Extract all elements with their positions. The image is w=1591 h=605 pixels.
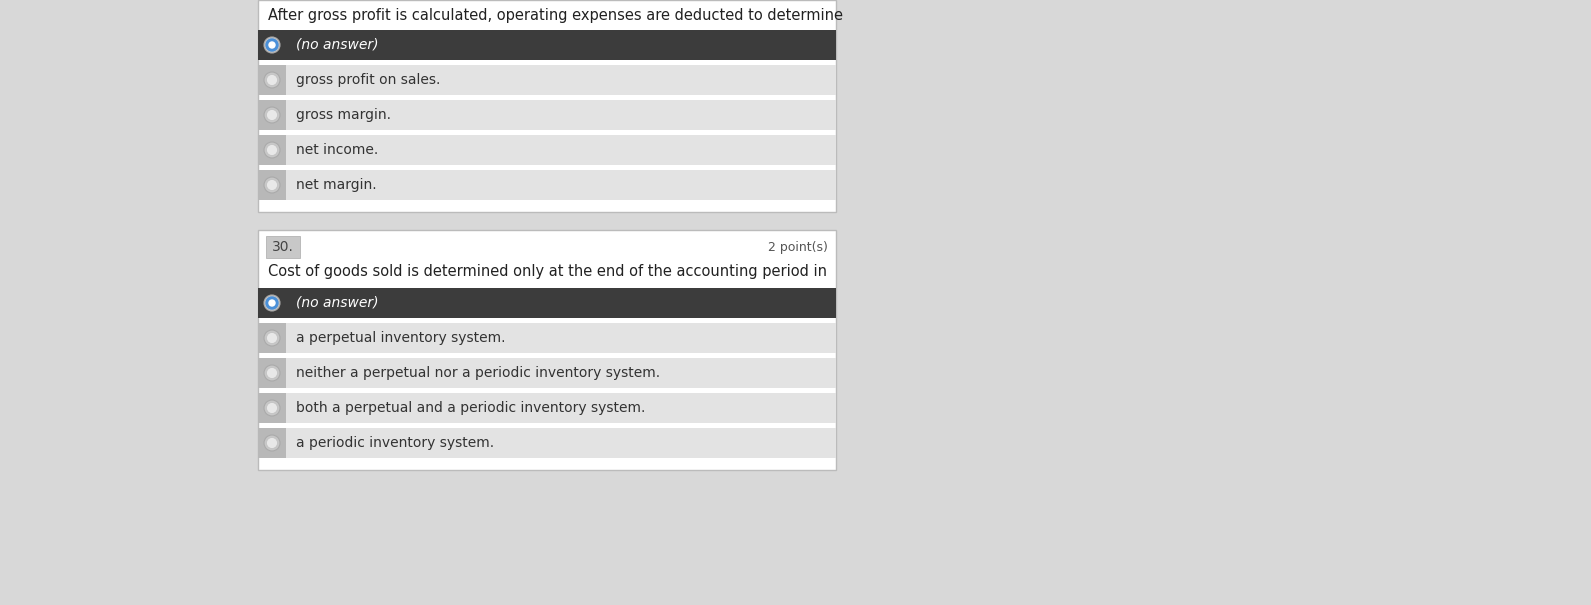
- Circle shape: [267, 145, 277, 155]
- Bar: [258, 323, 286, 353]
- Circle shape: [264, 400, 280, 416]
- Circle shape: [264, 177, 280, 193]
- Circle shape: [267, 367, 277, 379]
- Bar: [258, 288, 286, 318]
- Bar: [258, 30, 835, 60]
- Text: both a perpetual and a periodic inventory system.: both a perpetual and a periodic inventor…: [296, 401, 646, 415]
- Circle shape: [264, 37, 280, 53]
- Bar: [258, 393, 286, 423]
- Text: gross profit on sales.: gross profit on sales.: [296, 73, 441, 87]
- Circle shape: [267, 110, 277, 120]
- Circle shape: [267, 180, 277, 191]
- Text: net income.: net income.: [296, 143, 379, 157]
- Bar: [258, 393, 835, 423]
- Circle shape: [264, 142, 280, 158]
- Bar: [266, 236, 301, 258]
- Circle shape: [264, 435, 280, 451]
- Circle shape: [264, 330, 280, 346]
- Bar: [258, 0, 835, 212]
- Circle shape: [267, 402, 277, 413]
- Bar: [258, 65, 835, 95]
- Circle shape: [264, 365, 280, 381]
- Bar: [258, 230, 835, 470]
- Bar: [258, 135, 835, 165]
- Bar: [258, 323, 835, 353]
- Text: 2 point(s): 2 point(s): [768, 241, 827, 253]
- Text: 30.: 30.: [272, 240, 294, 254]
- Bar: [258, 288, 835, 318]
- Bar: [258, 100, 286, 130]
- Text: (no answer): (no answer): [296, 296, 379, 310]
- Circle shape: [266, 39, 278, 51]
- Circle shape: [269, 42, 275, 48]
- Bar: [258, 135, 286, 165]
- Circle shape: [269, 300, 275, 306]
- Circle shape: [266, 297, 278, 309]
- Text: After gross profit is calculated, operating expenses are deducted to determine: After gross profit is calculated, operat…: [267, 8, 843, 23]
- Text: (no answer): (no answer): [296, 38, 379, 52]
- Bar: [258, 358, 286, 388]
- Bar: [258, 428, 835, 458]
- Bar: [258, 358, 835, 388]
- Circle shape: [267, 333, 277, 344]
- Bar: [258, 65, 286, 95]
- Bar: [258, 170, 286, 200]
- Text: Cost of goods sold is determined only at the end of the accounting period in: Cost of goods sold is determined only at…: [267, 264, 827, 279]
- Text: a periodic inventory system.: a periodic inventory system.: [296, 436, 495, 450]
- Bar: [258, 100, 835, 130]
- Bar: [258, 170, 835, 200]
- Circle shape: [267, 74, 277, 85]
- Text: gross margin.: gross margin.: [296, 108, 391, 122]
- Text: net margin.: net margin.: [296, 178, 377, 192]
- Bar: [258, 30, 286, 60]
- Circle shape: [264, 72, 280, 88]
- Circle shape: [264, 107, 280, 123]
- Circle shape: [267, 437, 277, 448]
- Text: a perpetual inventory system.: a perpetual inventory system.: [296, 331, 506, 345]
- Text: neither a perpetual nor a periodic inventory system.: neither a perpetual nor a periodic inven…: [296, 366, 660, 380]
- Bar: [258, 428, 286, 458]
- Circle shape: [264, 295, 280, 311]
